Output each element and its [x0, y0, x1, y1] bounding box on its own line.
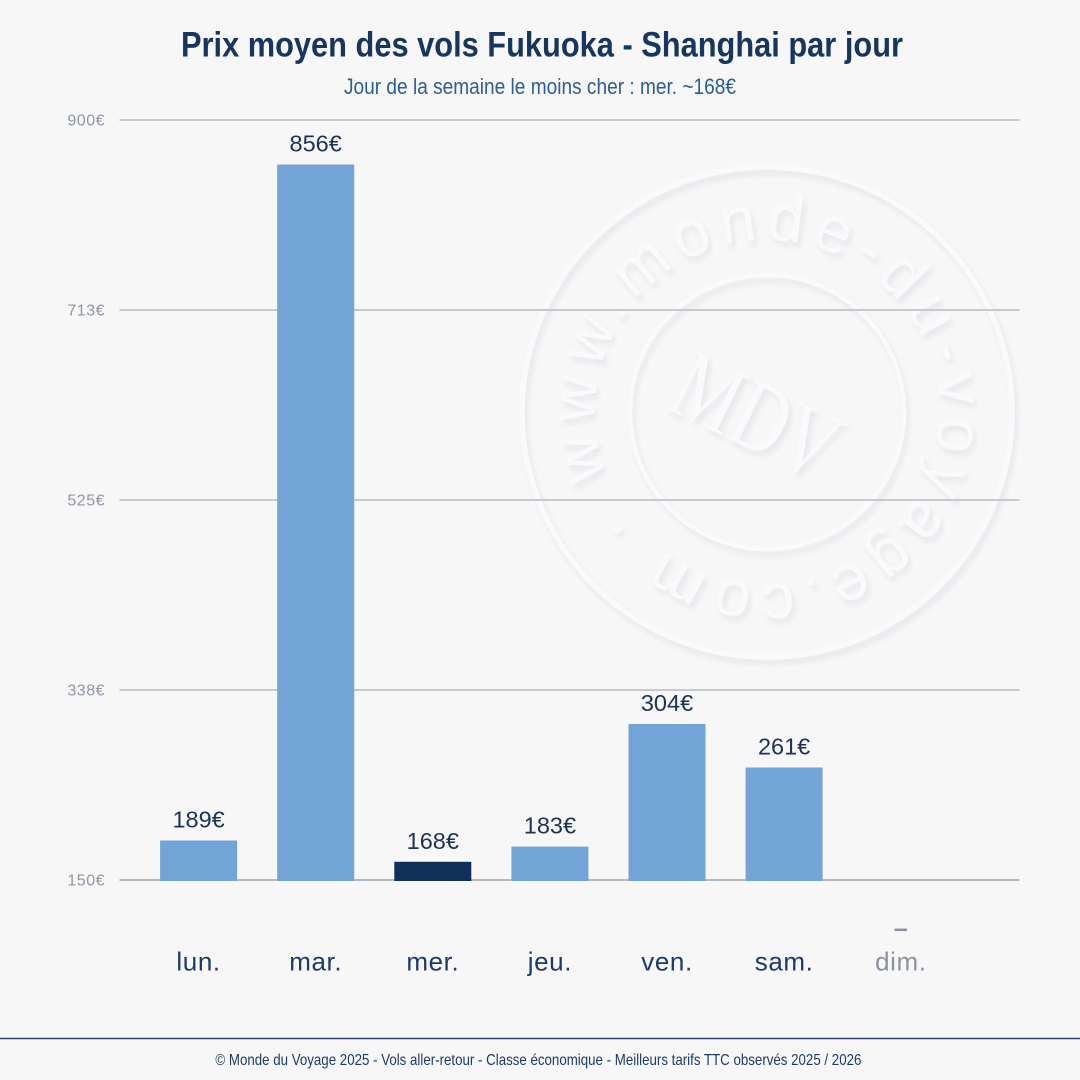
svg-text:525€: 525€	[67, 493, 105, 510]
svg-text:713€: 713€	[67, 303, 105, 320]
svg-text:183€: 183€	[524, 813, 576, 839]
svg-text:856€: 856€	[290, 131, 342, 157]
svg-text:dim.: dim.	[875, 946, 927, 976]
svg-text:Jour de la semaine le moins ch: Jour de la semaine le moins cher : mer. …	[344, 74, 736, 99]
svg-text:mer.: mer.	[406, 946, 459, 976]
svg-text:ven.: ven.	[641, 946, 693, 976]
svg-text:900€: 900€	[67, 113, 105, 130]
svg-text:© Monde du Voyage 2025 - Vols: © Monde du Voyage 2025 - Vols aller-reto…	[215, 1052, 861, 1069]
svg-text:261€: 261€	[758, 734, 810, 760]
svg-text:mar.: mar.	[289, 946, 342, 976]
svg-text:189€: 189€	[172, 807, 224, 833]
svg-text:304€: 304€	[641, 690, 693, 716]
svg-text:338€: 338€	[67, 683, 105, 700]
svg-text:Prix moyen des vols Fukuoka -: Prix moyen des vols Fukuoka - Shanghai p…	[181, 25, 903, 64]
svg-text:168€: 168€	[407, 828, 459, 854]
svg-text:150€: 150€	[67, 873, 105, 890]
svg-text:jeu.: jeu.	[527, 946, 572, 976]
svg-text:lun.: lun.	[176, 946, 220, 976]
svg-text:sam.: sam.	[755, 946, 814, 976]
